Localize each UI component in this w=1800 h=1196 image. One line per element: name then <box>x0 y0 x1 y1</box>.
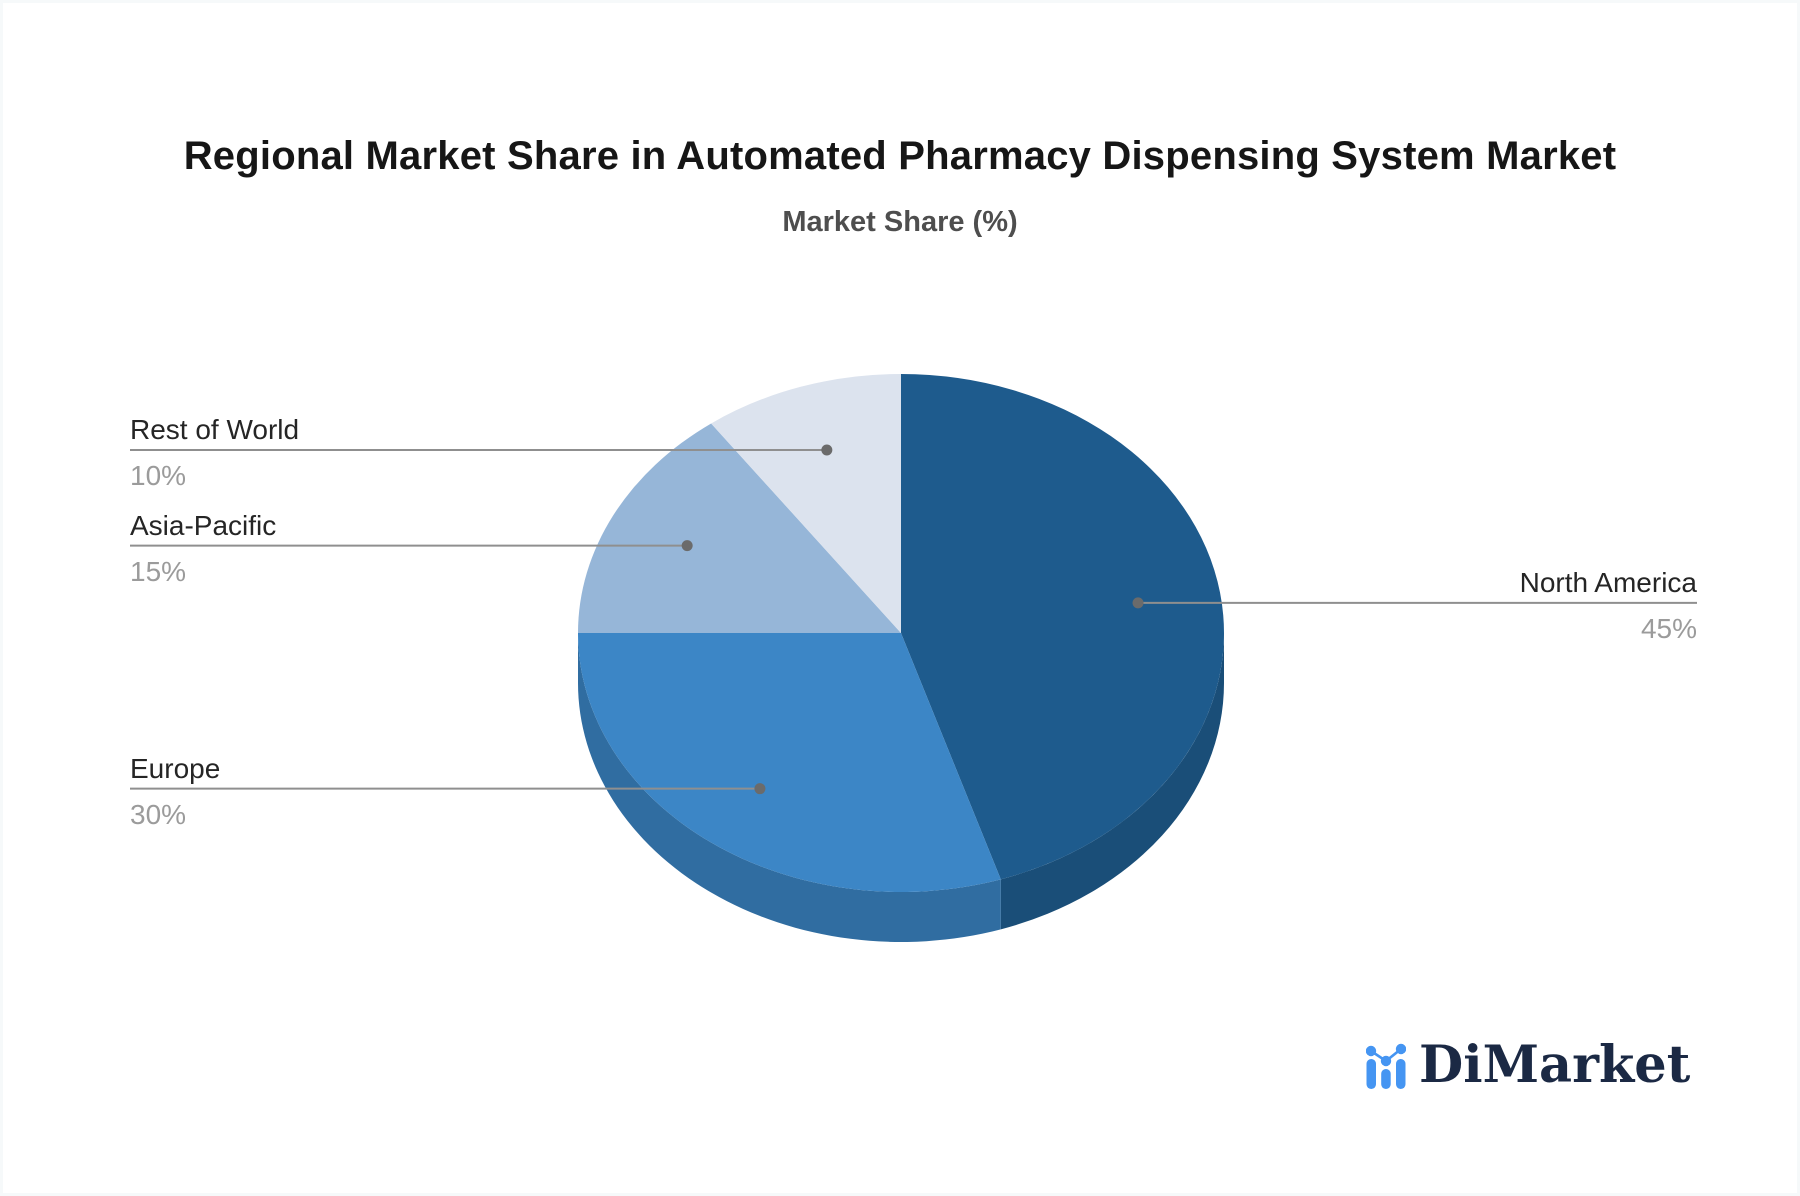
chart-title: Regional Market Share in Automated Pharm… <box>183 134 1617 178</box>
dimarket-logo: DiMarket <box>1366 1035 1691 1095</box>
leader-dot <box>1132 597 1144 609</box>
pie-side-north-america <box>1000 633 1224 930</box>
slice-percent: 45% <box>1640 612 1697 644</box>
slice-label-asia-pacific: Asia-Pacific 15% <box>130 510 690 586</box>
pie-slice-north-america[interactable] <box>901 374 1224 880</box>
slice-name: Asia-Pacific <box>130 509 277 541</box>
slice-name: Rest of World <box>130 413 300 445</box>
pie-side-europe <box>577 633 1001 942</box>
slice-label-north-america: North America 45% <box>1137 567 1697 643</box>
leader-dot <box>681 540 693 552</box>
slice-percent: 30% <box>130 798 187 830</box>
pie-slice-europe[interactable] <box>577 633 1001 892</box>
bar-line-chart-icon <box>1366 1043 1406 1089</box>
pie-slice-rest-of-world[interactable] <box>711 374 901 633</box>
leader-lines <box>130 444 1697 795</box>
pie-slices <box>577 374 1224 892</box>
pie-3d-sides <box>577 633 1224 942</box>
pie-slice-asia-pacific[interactable] <box>578 423 901 633</box>
slice-percent: 15% <box>130 555 187 587</box>
slice-name: North America <box>1519 566 1697 598</box>
slice-label-europe: Europe 30% <box>130 753 690 829</box>
slice-percent: 10% <box>130 459 187 491</box>
logo-text: DiMarket <box>1419 1035 1691 1095</box>
leader-dot <box>754 783 766 795</box>
leader-dot <box>821 444 833 456</box>
slice-label-rest-of-world: Rest of World 10% <box>130 414 690 490</box>
slice-name: Europe <box>130 752 221 784</box>
chart-subtitle: Market Share (%) <box>782 206 1018 238</box>
